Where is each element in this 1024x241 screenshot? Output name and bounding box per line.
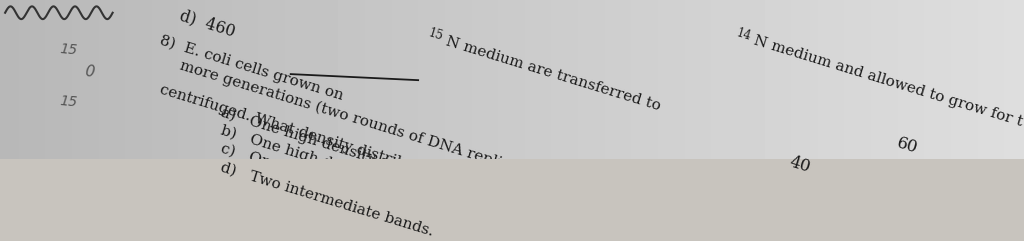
Text: d)  460: d) 460 xyxy=(178,7,238,40)
Text: 15: 15 xyxy=(427,26,445,43)
Text: 15: 15 xyxy=(59,94,78,110)
Text: 60: 60 xyxy=(895,134,920,157)
Text: N medium and allowed to grow for t: N medium and allowed to grow for t xyxy=(752,34,1024,129)
Text: 0: 0 xyxy=(84,65,95,80)
Text: 15: 15 xyxy=(59,42,78,57)
Text: 40: 40 xyxy=(787,153,813,176)
Text: a)   One high density and one intermediate density band: a) One high density and one intermediate… xyxy=(219,105,640,241)
Text: d)   Two intermediate bands.: d) Two intermediate bands. xyxy=(219,161,436,239)
Text: centrifuged. What density distribution of DNA would you expect in this experimen: centrifuged. What density distribution o… xyxy=(158,83,784,241)
Text: c)   One low density and one intermediate band: c) One low density and one intermediate … xyxy=(219,141,574,241)
Text: b)   One high density and one low density band: b) One high density and one low density … xyxy=(219,124,572,241)
Text: more generations (two rounds of DNA replication). DNA extracted from these cells: more generations (two rounds of DNA repl… xyxy=(178,58,813,241)
Text: 14: 14 xyxy=(734,26,753,43)
Text: 8)  E. coli cells grown on: 8) E. coli cells grown on xyxy=(158,34,349,105)
Text: N medium are transferred to: N medium are transferred to xyxy=(444,34,668,114)
